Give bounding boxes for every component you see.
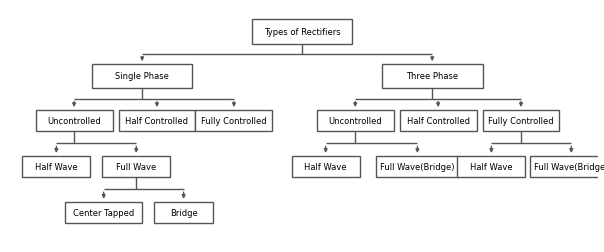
Text: Half Controlled: Half Controlled (126, 117, 188, 125)
Bar (118, 111, 196, 132)
Bar (65, 202, 142, 223)
Text: Full Wave: Full Wave (116, 162, 156, 171)
Bar (530, 156, 604, 177)
Bar (457, 156, 525, 177)
Text: Fully Controlled: Fully Controlled (201, 117, 267, 125)
Bar (252, 20, 352, 45)
Text: Half Wave: Half Wave (35, 162, 78, 171)
Bar (400, 111, 477, 132)
Bar (36, 111, 112, 132)
Text: Uncontrolled: Uncontrolled (47, 117, 101, 125)
Text: Single Phase: Single Phase (115, 72, 169, 81)
Text: Fully Controlled: Fully Controlled (488, 117, 554, 125)
Bar (102, 156, 170, 177)
Text: Full Wave(Bridge): Full Wave(Bridge) (380, 162, 455, 171)
Text: Full Wave(Bridge): Full Wave(Bridge) (534, 162, 604, 171)
Bar (154, 202, 213, 223)
Bar (22, 156, 91, 177)
Text: Half Wave: Half Wave (470, 162, 513, 171)
Bar (292, 156, 360, 177)
Text: Half Wave: Half Wave (304, 162, 347, 171)
Bar (92, 65, 193, 88)
Text: Types of Rectifiers: Types of Rectifiers (264, 28, 340, 37)
Bar (376, 156, 459, 177)
Bar (483, 111, 559, 132)
Text: Uncontrolled: Uncontrolled (329, 117, 382, 125)
Text: Bridge: Bridge (170, 208, 198, 217)
Bar (382, 65, 483, 88)
Text: Center Tapped: Center Tapped (73, 208, 134, 217)
Text: Three Phase: Three Phase (406, 72, 458, 81)
Text: Half Controlled: Half Controlled (406, 117, 470, 125)
Bar (196, 111, 272, 132)
Bar (316, 111, 394, 132)
